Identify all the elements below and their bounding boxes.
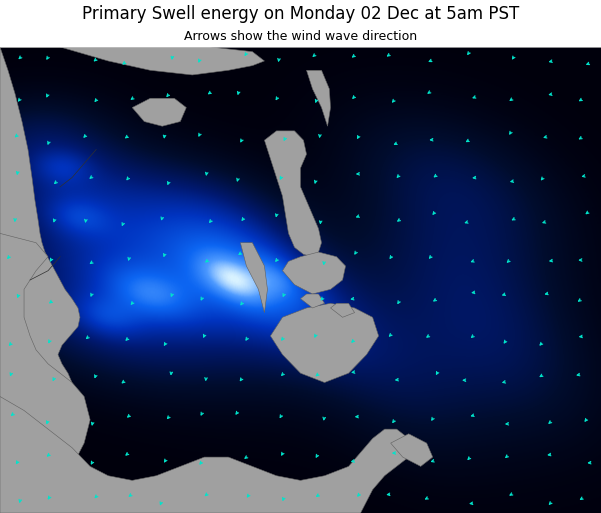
Polygon shape <box>0 47 80 401</box>
Polygon shape <box>282 252 346 294</box>
Polygon shape <box>264 131 322 256</box>
Polygon shape <box>0 47 264 75</box>
Polygon shape <box>0 397 421 513</box>
Polygon shape <box>300 294 325 308</box>
Polygon shape <box>270 303 379 383</box>
Polygon shape <box>331 303 355 317</box>
Text: Arrows show the wind wave direction: Arrows show the wind wave direction <box>184 30 417 43</box>
Text: Primary Swell energy on Monday 02 Dec at 5am PST: Primary Swell energy on Monday 02 Dec at… <box>82 5 519 23</box>
Polygon shape <box>391 434 433 466</box>
Polygon shape <box>0 233 90 513</box>
Polygon shape <box>240 243 267 312</box>
Polygon shape <box>132 98 186 126</box>
Polygon shape <box>307 70 331 126</box>
